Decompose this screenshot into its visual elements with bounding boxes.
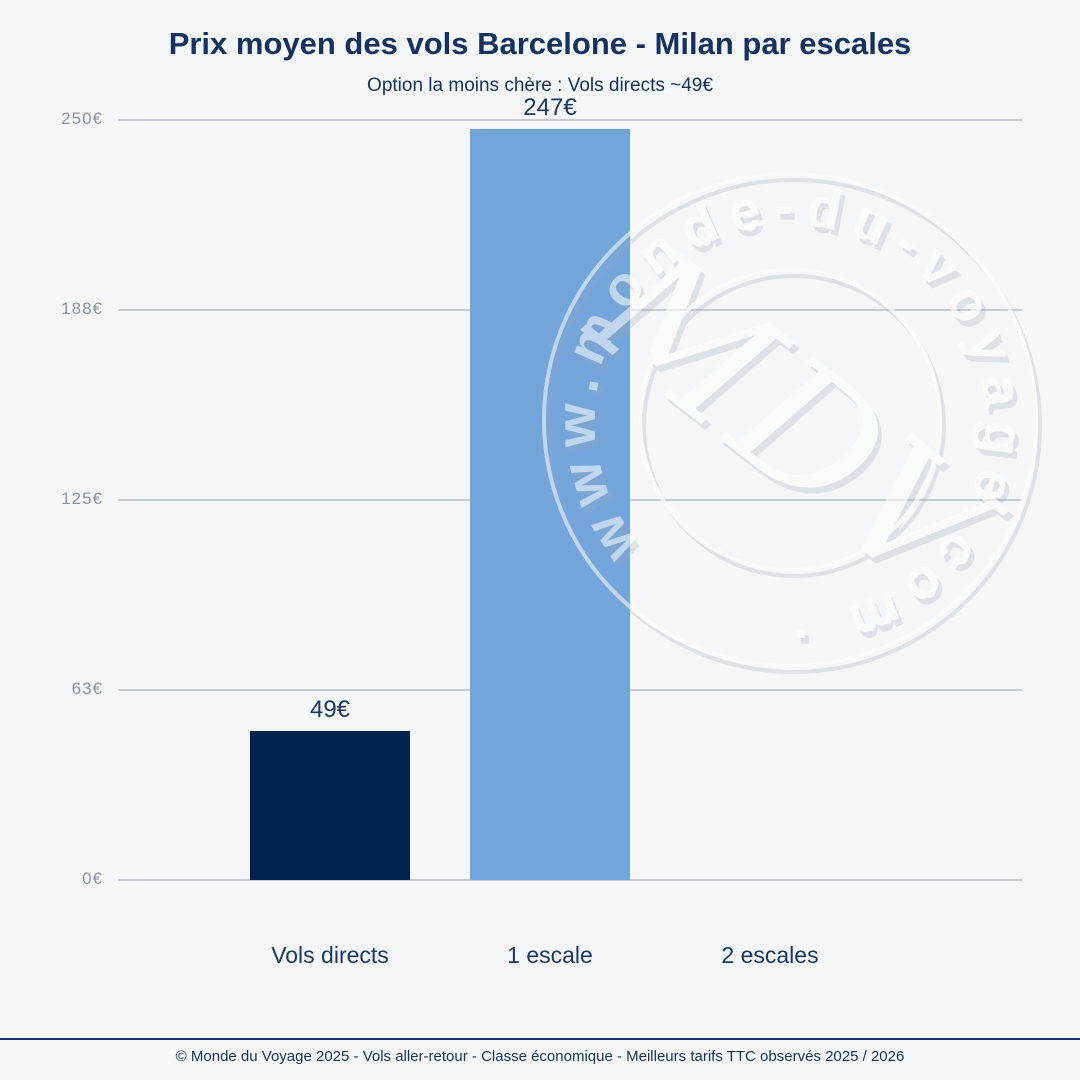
x-axis-label-2-escales: 2 escales: [721, 942, 819, 968]
plot-area: 0€ 63€ 125€ 188€ 250€ 49€ Vols directs 247€ 1 es…: [61, 94, 1022, 968]
chart-subtitle: Option la moins chère : Vols directs ~49…: [367, 75, 713, 96]
bar-vols-directs: [250, 731, 410, 880]
x-axis-label-1-escale: 1 escale: [507, 942, 593, 968]
y-axis-tick-63€: 63€: [71, 679, 103, 698]
x-axis-label-vols-directs: Vols directs: [271, 942, 389, 968]
y-axis-tick-250€: 250€: [61, 109, 103, 128]
footer-credit: © Monde du Voyage 2025 - Vols aller-reto…: [175, 1048, 905, 1065]
chart-title: Prix moyen des vols Barcelone - Milan pa…: [168, 26, 912, 61]
y-axis-tick-188€: 188€: [61, 299, 103, 318]
gridline-250€: [118, 119, 1022, 121]
gridline-0€: [118, 879, 1022, 881]
bar-1-escale: [470, 129, 630, 880]
footer-divider: [0, 1038, 1080, 1040]
value-label-1-escale: 247€: [523, 94, 577, 122]
y-axis-tick-0€: 0€: [82, 869, 103, 888]
value-label-vols-directs: 49€: [309, 696, 351, 724]
y-axis-tick-125€: 125€: [61, 489, 103, 508]
